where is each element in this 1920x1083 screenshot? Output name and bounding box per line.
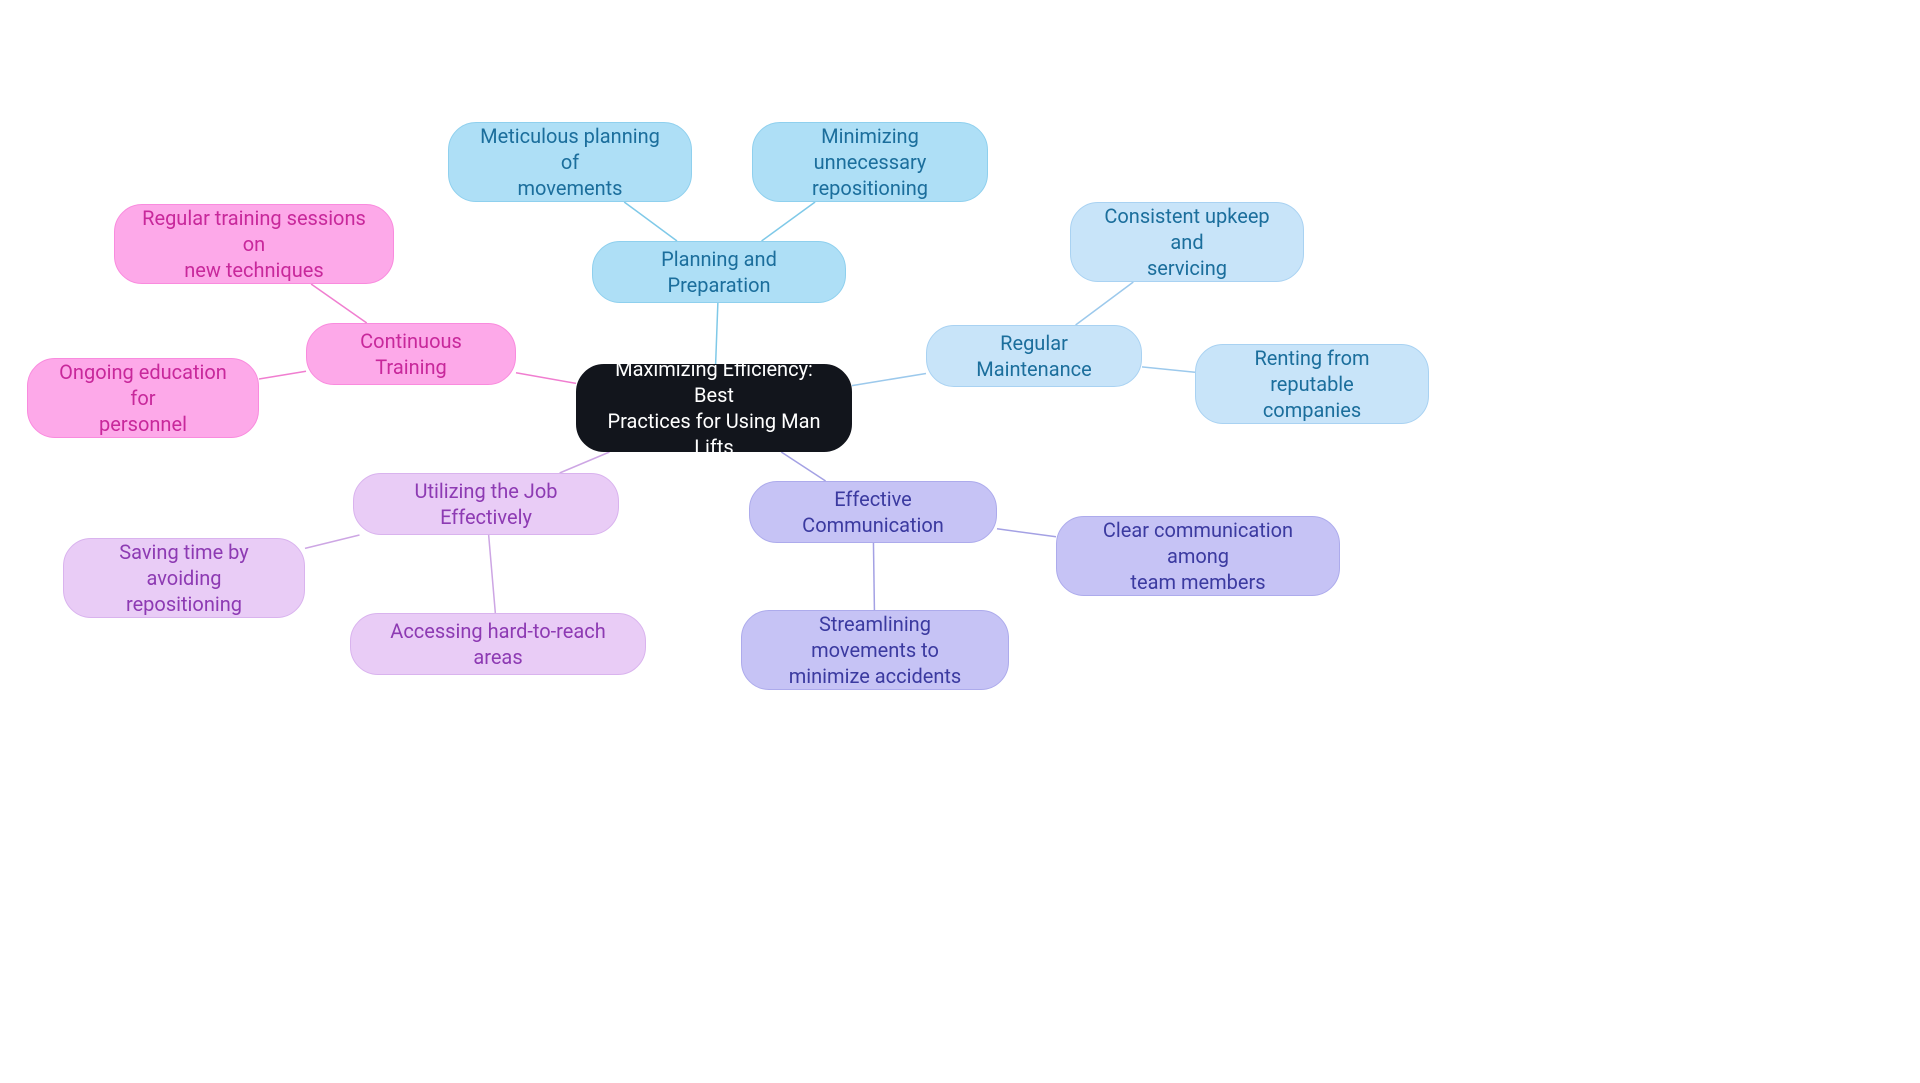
edge bbox=[716, 303, 718, 364]
node-label: Accessing hard-to-reach areas bbox=[375, 618, 621, 670]
node-comm1: Clear communication among team members bbox=[1056, 516, 1340, 596]
node-label: Regular Maintenance bbox=[951, 330, 1117, 382]
node-util1: Saving time by avoiding repositioning bbox=[63, 538, 305, 618]
edge bbox=[311, 284, 367, 323]
edge bbox=[305, 535, 359, 548]
edge bbox=[762, 202, 816, 241]
node-label: Planning and Preparation bbox=[617, 246, 821, 298]
edge bbox=[997, 529, 1056, 537]
node-label: Clear communication among team members bbox=[1081, 517, 1315, 595]
node-root: Maximizing Efficiency: Best Practices fo… bbox=[576, 364, 852, 452]
node-comm2: Streamlining movements to minimize accid… bbox=[741, 610, 1009, 690]
node-util2: Accessing hard-to-reach areas bbox=[350, 613, 646, 675]
edge bbox=[624, 202, 677, 241]
node-util: Utilizing the Job Effectively bbox=[353, 473, 619, 535]
node-plan1: Meticulous planning of movements bbox=[448, 122, 692, 202]
edge bbox=[852, 374, 926, 386]
node-plan2: Minimizing unnecessary repositioning bbox=[752, 122, 988, 202]
node-label: Ongoing education for personnel bbox=[52, 359, 234, 437]
node-label: Continuous Training bbox=[331, 328, 491, 380]
node-maint: Regular Maintenance bbox=[926, 325, 1142, 387]
edge bbox=[1076, 282, 1134, 325]
node-plan: Planning and Preparation bbox=[592, 241, 846, 303]
node-label: Minimizing unnecessary repositioning bbox=[777, 123, 963, 201]
node-maint2: Renting from reputable companies bbox=[1195, 344, 1429, 424]
node-label: Saving time by avoiding repositioning bbox=[88, 539, 280, 617]
node-label: Consistent upkeep and servicing bbox=[1095, 203, 1279, 281]
node-label: Meticulous planning of movements bbox=[473, 123, 667, 201]
node-label: Utilizing the Job Effectively bbox=[378, 478, 594, 530]
node-comm: Effective Communication bbox=[749, 481, 997, 543]
edge bbox=[259, 371, 306, 379]
edge bbox=[1142, 367, 1195, 372]
edge bbox=[516, 373, 576, 384]
mindmap-canvas: Maximizing Efficiency: Best Practices fo… bbox=[0, 0, 1920, 1083]
node-label: Renting from reputable companies bbox=[1220, 345, 1404, 423]
edge bbox=[873, 543, 874, 610]
edge bbox=[489, 535, 496, 613]
node-label: Effective Communication bbox=[774, 486, 972, 538]
node-label: Streamlining movements to minimize accid… bbox=[766, 611, 984, 689]
node-label: Regular training sessions on new techniq… bbox=[139, 205, 369, 283]
node-maint1: Consistent upkeep and servicing bbox=[1070, 202, 1304, 282]
node-train2: Ongoing education for personnel bbox=[27, 358, 259, 438]
node-train1: Regular training sessions on new techniq… bbox=[114, 204, 394, 284]
node-label: Maximizing Efficiency: Best Practices fo… bbox=[601, 356, 827, 460]
node-train: Continuous Training bbox=[306, 323, 516, 385]
